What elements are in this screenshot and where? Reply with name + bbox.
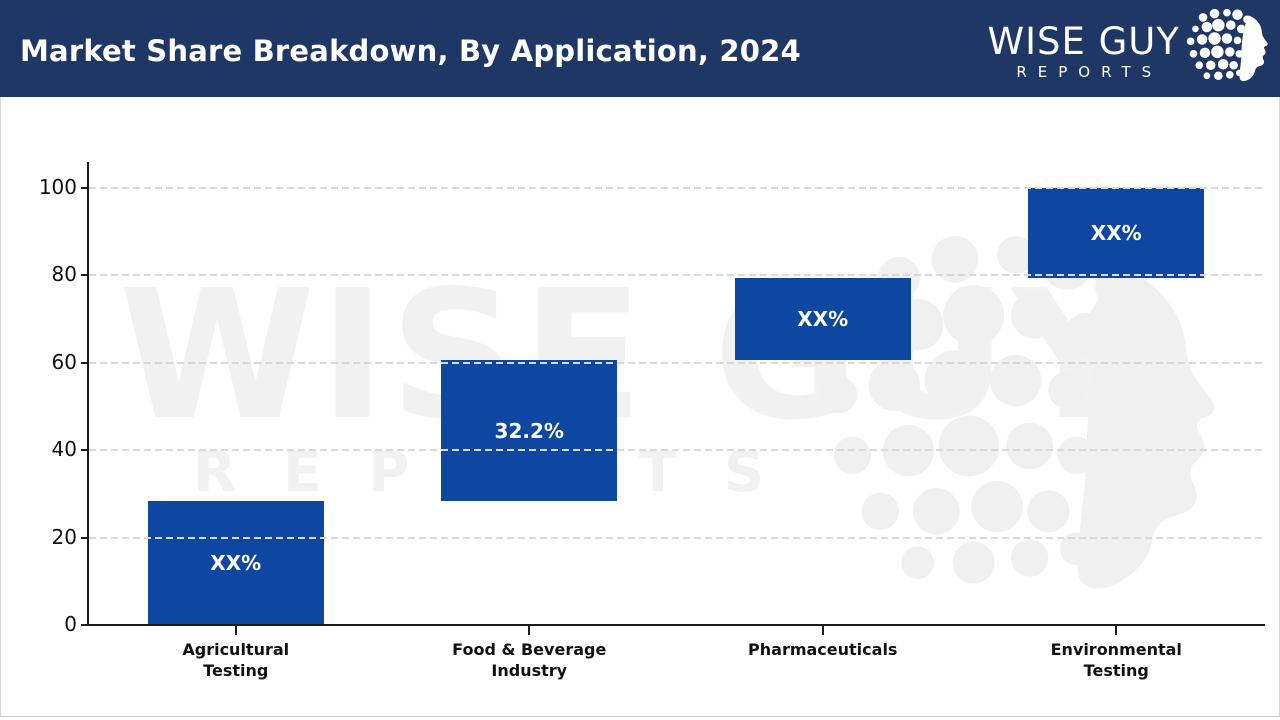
x-tick-pharmaceuticals [821,626,824,635]
gridline-60 [89,361,1263,364]
y-tick-mark-100 [81,186,89,189]
bar-value-label-agricultural-testing: XX% [210,551,262,576]
y-tick-label-100: 100 [38,174,77,199]
y-tick-label-0: 0 [64,612,77,636]
category-label-line: Environmental [1050,640,1182,659]
y-tick-mark-40 [81,449,89,451]
wise-guy-reports-logo: WISE GUY REPORTS [988,4,1270,94]
bar-value-label-environmental-testing: XX% [1090,220,1142,245]
category-label-line: Industry [491,661,568,680]
gridline-100 [89,186,1263,189]
y-tick-mark-60 [81,361,89,364]
category-label-line: Testing [203,661,269,680]
x-tick-agricultural-testing [234,626,237,635]
bar-pharmaceuticals: XX% [734,278,911,361]
y-tick-label-40: 40 [51,437,77,461]
x-tick-food-beverage-industry [528,626,531,635]
category-label-pharmaceuticals: Pharmaceuticals [676,639,970,660]
gridline-40 [89,449,1263,451]
logo-reports-text: REPORTS [1016,63,1163,81]
y-tick-label-80: 80 [51,262,77,286]
bar-value-label-food-beverage-industry: 32.2% [494,418,564,443]
logo-wordmark: WISE GUY [987,20,1180,63]
category-label-line: Agricultural [182,640,290,659]
logo-face-dots-icon [1186,8,1268,82]
gridline-80 [89,274,1263,276]
y-tick-mark-80 [81,274,89,276]
logo-text: WISE GUY REPORTS [987,20,1180,82]
header-bar: Market Share Breakdown, By Application, … [0,0,1280,97]
y-axis-line [87,162,89,626]
category-label-line: Pharmaceuticals [748,640,898,659]
category-label-line: Food & Beverage [452,640,607,659]
category-label-environmental-testing: Environmental Testing [970,639,1264,681]
gridline-20 [89,536,1263,539]
y-tick-label-60: 60 [51,349,77,374]
category-label-food-beverage-industry: Food & Beverage Industry [383,639,677,681]
bar-agricultural-testing: XX% [147,501,324,625]
bar-value-label-pharmaceuticals: XX% [797,307,849,332]
x-axis-line [87,624,1265,626]
chart-title: Market Share Breakdown, By Application, … [20,34,801,68]
y-tick-mark-20 [81,536,89,539]
y-tick-mark-0 [81,624,89,626]
y-tick-label-20: 20 [51,524,77,549]
category-label-agricultural-testing: Agricultural Testing [89,639,383,681]
category-label-line: Testing [1083,661,1149,680]
x-tick-environmental-testing [1115,626,1118,635]
bar-food-beverage-industry: 32.2% [441,360,618,502]
bar-environmental-testing: XX% [1028,187,1205,279]
